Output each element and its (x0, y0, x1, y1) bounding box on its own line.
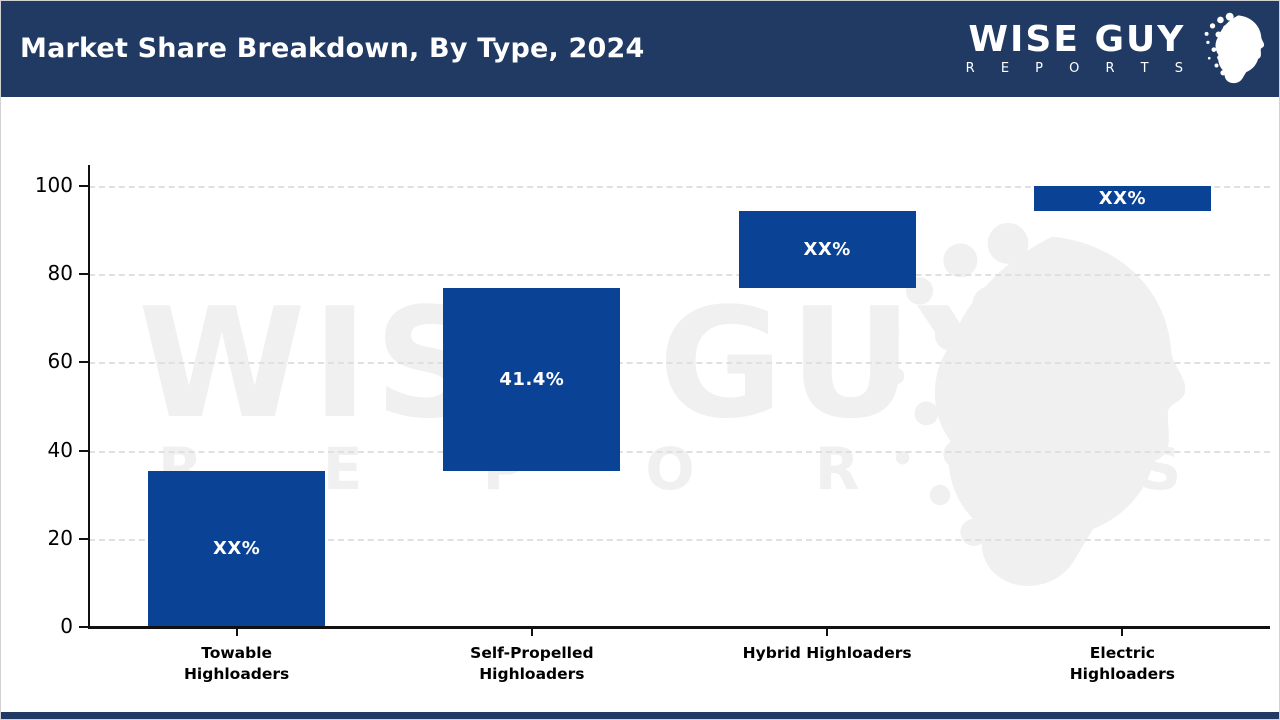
y-tick-mark-60 (79, 361, 89, 364)
gridline-80 (89, 274, 1270, 277)
x-category-label-2: Hybrid Highloaders (677, 643, 977, 664)
y-tick-mark-80 (79, 273, 89, 276)
y-tick-label-0: 0 (60, 614, 73, 638)
bar-value-label: XX% (1098, 188, 1147, 210)
reports-wordmark: R E P O R T S (965, 60, 1194, 76)
x-tick-mark-0 (235, 629, 238, 636)
bar-towable-highloaders: XX% (148, 470, 326, 627)
header-bar: Market Share Breakdown, By Type, 2024 WI… (0, 0, 1280, 97)
gridline-40 (89, 450, 1270, 453)
x-category-label-line: Electric (1089, 644, 1155, 662)
x-category-label-line: Self-Propelled (470, 644, 594, 662)
x-category-label-line: Highloaders (1069, 664, 1176, 683)
gridline-100 (89, 186, 1270, 188)
brand-wordmark: WISE GUY R E P O R T S (960, 18, 1194, 76)
y-tick-mark-40 (79, 449, 89, 452)
x-category-label-3: Electric Highloaders (972, 643, 1272, 685)
y-tick-label-40: 40 (47, 437, 73, 462)
x-category-label-0: Towable Highloaders (87, 643, 387, 685)
y-tick-label-100: 100 (34, 173, 73, 197)
x-category-label-line: Towable (201, 644, 273, 662)
watermark-face-icon (878, 223, 1186, 586)
gridline-60 (89, 362, 1270, 365)
y-tick-label-80: 80 (47, 261, 73, 286)
x-category-label-line: Highloaders (479, 664, 585, 683)
x-category-label-1: Self-Propelled Highloaders (382, 643, 682, 685)
x-tick-mark-2 (826, 629, 829, 636)
y-tick-label-20: 20 (47, 525, 73, 550)
x-axis-line (88, 626, 1270, 629)
y-axis-spine (88, 165, 90, 628)
brand-logo: WISE GUY R E P O R T S (960, 9, 1280, 89)
bar-hybrid-highloaders: XX% (738, 211, 916, 289)
footer-bar (0, 712, 1280, 720)
bar-value-label: XX% (803, 239, 851, 261)
plot-area: 0 20 40 60 80 100 XX% Towable Highloaders 41.4% Se… (35, 173, 1270, 683)
x-tick-mark-1 (530, 629, 533, 636)
page-title: Market Share Breakdown, By Type, 2024 (20, 33, 645, 64)
bar-self-propelled-highloaders: 41.4% (443, 288, 621, 471)
bar-value-label: 41.4% (499, 369, 565, 391)
wiseguy-wordmark: WISE GUY (968, 18, 1186, 60)
y-tick-mark-100 (79, 185, 89, 187)
y-tick-label-60: 60 (47, 349, 73, 374)
bar-value-label: XX% (212, 538, 261, 560)
x-category-label-line: Highloaders (183, 664, 290, 683)
gridline-20 (89, 538, 1270, 541)
y-tick-mark-20 (79, 537, 89, 540)
x-tick-mark-3 (1121, 629, 1124, 636)
x-category-label-line: Hybrid Highloaders (742, 644, 912, 662)
y-tick-mark-0 (79, 626, 89, 628)
bar-electric-highloaders: XX% (1033, 186, 1211, 212)
face-profile-icon (1204, 12, 1265, 83)
